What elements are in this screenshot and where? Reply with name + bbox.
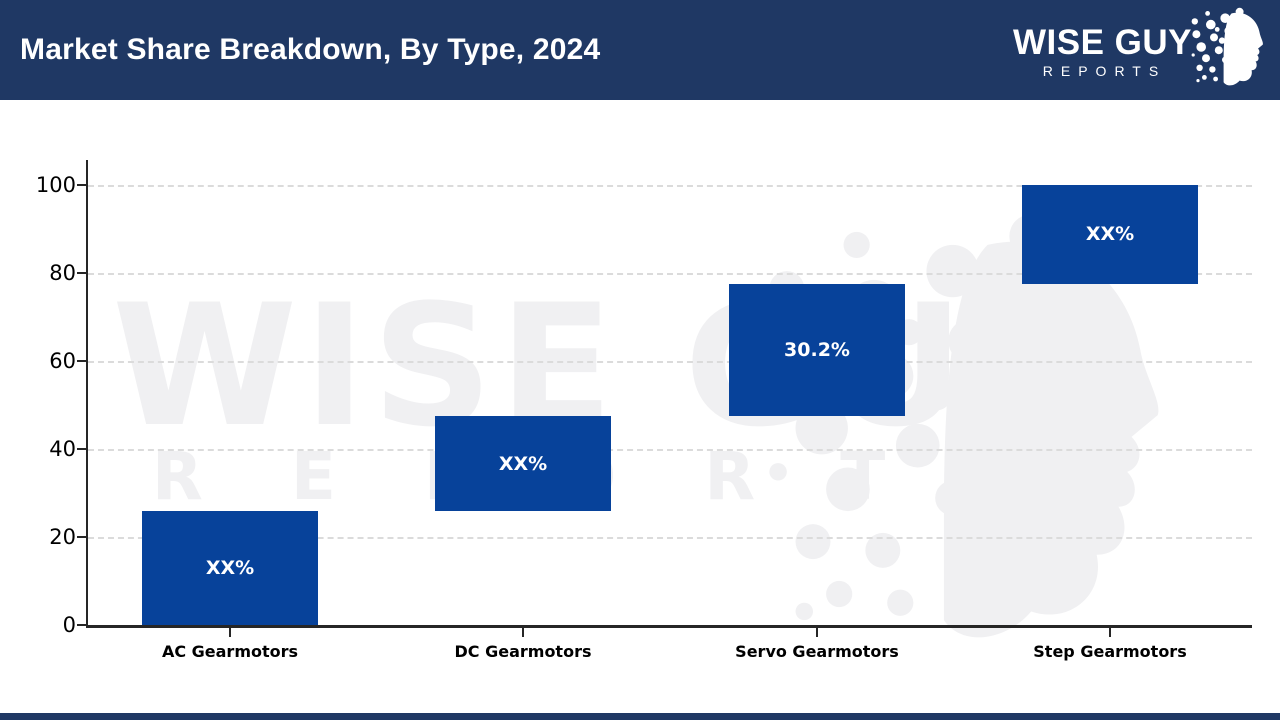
bar-value-label: XX% [498,452,548,475]
bar-value-label: 30.2% [784,338,850,361]
logo-wordmark-wise-guy: WISE GUY [1012,22,1192,62]
bar-dc-gearmotors: XX% [435,416,611,511]
logo-wordmark-reports: REPORTS [1042,62,1167,79]
bar-value-label: XX% [1085,223,1135,246]
y-tick-mark-20 [77,536,86,538]
x-axis-line [86,625,1252,628]
gridline-100 [88,185,1252,187]
x-tick-mark-2 [816,628,818,637]
x-axis-label-3: Step Gearmotors [1033,642,1187,661]
gridline-80 [88,273,1252,275]
gridline-20 [88,537,1252,539]
y-axis-line [86,160,88,628]
plot-area: WISE GUY REPORTS 0 20 40 60 80 100 XX% AC Gearm… [0,100,1280,713]
bar-ac-gearmotors: XX% [142,510,318,625]
x-axis-label-1: DC Gearmotors [454,642,592,661]
y-tick-label-40: 40 [49,437,76,461]
x-axis-label-0: AC Gearmotors [161,642,299,661]
y-tick-mark-40 [77,448,86,450]
wise-guy-reports-logo: WISE GUY REPORTS [1012,6,1266,96]
x-axis-label-2: Servo Gearmotors [735,642,899,661]
y-tick-label-0: 0 [62,613,76,637]
gridline-40 [88,449,1252,451]
y-tick-label-80: 80 [49,261,76,285]
y-tick-mark-60 [77,360,86,362]
y-tick-mark-100 [77,184,86,186]
y-tick-label-100: 100 [35,173,76,197]
x-tick-mark-0 [229,628,231,637]
y-tick-label-60: 60 [49,349,76,373]
wise-guy-head-icon [1191,7,1263,86]
y-tick-label-20: 20 [49,525,76,549]
bar-step-gearmotors: XX% [1022,185,1198,284]
chart-title: Market Share Breakdown, By Type, 2024 [20,33,601,66]
footer-bar [0,713,1280,720]
y-tick-mark-0 [77,624,86,626]
bar-servo-gearmotors: 30.2% [729,283,905,417]
logo-text: WISE GUY REPORTS [1012,22,1192,79]
y-tick-mark-80 [77,272,86,274]
bar-value-label: XX% [205,556,255,579]
x-tick-mark-1 [522,628,524,637]
header-bar: Market Share Breakdown, By Type, 2024 WI… [0,0,1280,100]
gridline-60 [88,361,1252,363]
x-tick-mark-3 [1109,628,1111,637]
